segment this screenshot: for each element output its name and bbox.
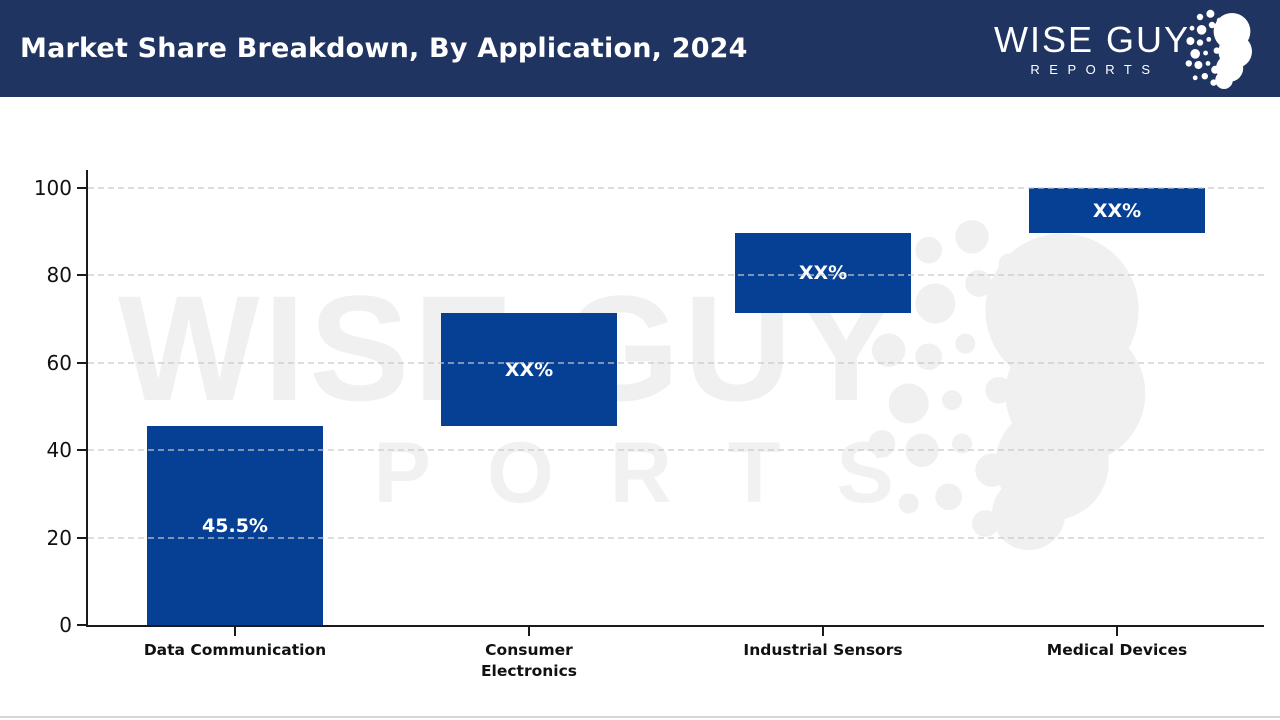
- gridline-20: [88, 536, 1264, 539]
- x-category-label: Industrial Sensors: [743, 641, 903, 659]
- y-tick-label-80: 80: [46, 263, 72, 288]
- logo-sub-text: REPORTS: [1030, 61, 1160, 77]
- x-tick-1: [234, 627, 236, 636]
- bar-industrial-sensors: XX%: [735, 233, 911, 314]
- bar-consumer-electronics: XX%: [441, 313, 617, 427]
- y-tick-label-20: 20: [46, 525, 72, 550]
- y-tick-0: [77, 624, 86, 626]
- x-category-label: Medical Devices: [1046, 641, 1188, 659]
- y-tick-80: [77, 274, 86, 277]
- wise-guy-logo: WISE GUY REPORTS: [994, 7, 1256, 91]
- x-tick-4: [1116, 627, 1118, 636]
- gridline-80: [88, 274, 1264, 277]
- gridline-100: [88, 187, 1264, 189]
- x-tick-3: [822, 627, 824, 636]
- y-tick-20: [77, 536, 86, 539]
- bar-value-label: XX%: [798, 262, 848, 285]
- y-tick-label-60: 60: [46, 350, 72, 375]
- y-tick-40: [77, 449, 86, 452]
- x-category-label: Data Communication: [143, 641, 327, 659]
- y-tick-label-0: 0: [59, 613, 72, 637]
- logo-wordmark: WISE GUY REPORTS: [993, 18, 1190, 77]
- page-title: Market Share Breakdown, By Application, …: [20, 33, 748, 64]
- y-axis-spine: [86, 170, 88, 627]
- bar-data-communication: 45.5%: [147, 426, 323, 625]
- y-tick-100: [77, 187, 86, 189]
- logo-brand-text: WISE GUY: [993, 18, 1190, 60]
- bar-medical-devices: XX%: [1029, 188, 1205, 234]
- bar-value-label: XX%: [504, 358, 554, 381]
- y-tick-label-100: 100: [33, 176, 72, 200]
- bar-value-label: 45.5%: [202, 514, 268, 537]
- bar-value-label: XX%: [1092, 199, 1142, 222]
- x-category-label: Consumer Electronics: [480, 641, 578, 680]
- footer-divider: [0, 716, 1280, 718]
- y-tick-60: [77, 361, 86, 364]
- x-axis-spine: [86, 625, 1264, 627]
- y-tick-label-40: 40: [46, 438, 72, 463]
- gridline-40: [88, 449, 1264, 452]
- gridline-60: [88, 361, 1264, 364]
- header-band: Market Share Breakdown, By Application, …: [0, 0, 1280, 97]
- x-tick-2: [528, 627, 530, 636]
- logo-head-icon: [1184, 7, 1256, 91]
